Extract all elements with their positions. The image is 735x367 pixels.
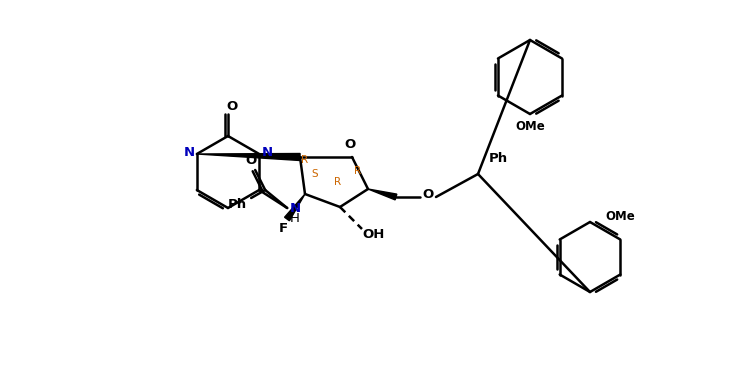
Text: OMe: OMe [605, 211, 635, 224]
Text: F: F [279, 222, 287, 235]
Polygon shape [368, 189, 397, 200]
Text: OMe: OMe [515, 120, 545, 132]
Text: Ph: Ph [489, 152, 508, 164]
Text: O: O [226, 99, 237, 113]
Polygon shape [197, 153, 300, 160]
Text: N: N [262, 145, 273, 159]
Text: R: R [301, 155, 309, 165]
Text: N: N [290, 201, 301, 214]
Text: H: H [290, 212, 300, 225]
Text: OH: OH [363, 228, 385, 240]
Text: R: R [334, 177, 342, 187]
Text: N: N [183, 145, 194, 159]
Polygon shape [284, 194, 305, 221]
Text: R: R [354, 166, 362, 176]
Text: O: O [345, 138, 356, 152]
Text: Ph: Ph [228, 197, 247, 211]
Text: O: O [423, 189, 434, 201]
Text: O: O [245, 155, 257, 167]
Text: S: S [312, 169, 318, 179]
